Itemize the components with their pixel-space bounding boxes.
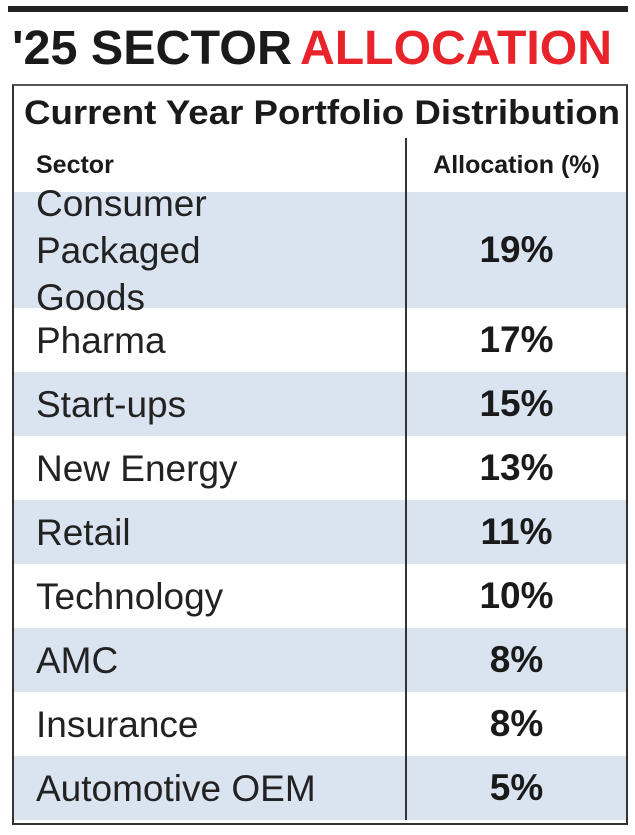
- table-row: Insurance 8%: [14, 692, 626, 756]
- sector-cell: Automotive OEM: [36, 767, 316, 809]
- sector-cell: Start-ups: [36, 383, 187, 425]
- allocation-cell: 13%: [405, 436, 626, 500]
- table-row: Pharma 17%: [14, 308, 626, 372]
- sector-cell: Pharma: [36, 319, 166, 361]
- table-title: Current Year Portfolio Distribution: [24, 94, 620, 132]
- header-row: Sector Allocation (%): [14, 138, 626, 192]
- allocation-cell: 17%: [405, 308, 626, 372]
- sector-cell: Insurance: [36, 703, 199, 745]
- table-title-area: Current Year Portfolio Distribution: [24, 94, 620, 132]
- table-row: AMC 8%: [14, 628, 626, 692]
- allocation-cell: 10%: [405, 564, 626, 628]
- column-header: Sector: [36, 150, 114, 179]
- column-header: Allocation (%): [405, 138, 626, 192]
- allocation-cell: 19%: [405, 192, 626, 308]
- table-row: Start-ups 15%: [14, 372, 626, 436]
- allocation-cell: 5%: [405, 756, 626, 820]
- table-row: Retail 11%: [14, 500, 626, 564]
- allocation-cell: 8%: [405, 692, 626, 756]
- title-highlight: ALLOCATION: [300, 22, 612, 75]
- allocation-cell: 11%: [405, 500, 626, 564]
- table-body: Consumer Packaged Goods 19% Pharma 17% Start…: [14, 182, 626, 820]
- title-banner: '25 SECTOR ALLOCATION: [12, 22, 612, 75]
- sector-cell: New Energy: [36, 447, 238, 489]
- sector-cell: Technology: [36, 575, 224, 617]
- table-row: Technology 10%: [14, 564, 626, 628]
- sector-cell: Retail: [36, 511, 131, 553]
- sector-cell: Consumer Packaged Goods: [36, 182, 207, 318]
- sector-cell: AMC: [36, 639, 119, 681]
- table: Current Year Portfolio Distribution Sect…: [12, 84, 628, 825]
- table-row: New Energy 13%: [14, 436, 626, 500]
- allocation-cell: 8%: [405, 628, 626, 692]
- table-row: Automotive OEM 5%: [14, 756, 626, 820]
- allocation-cell: 15%: [405, 372, 626, 436]
- title-prefix: '25 SECTOR: [12, 22, 292, 75]
- table-row: Consumer Packaged Goods 19%: [14, 182, 626, 318]
- top-rule: [8, 6, 628, 12]
